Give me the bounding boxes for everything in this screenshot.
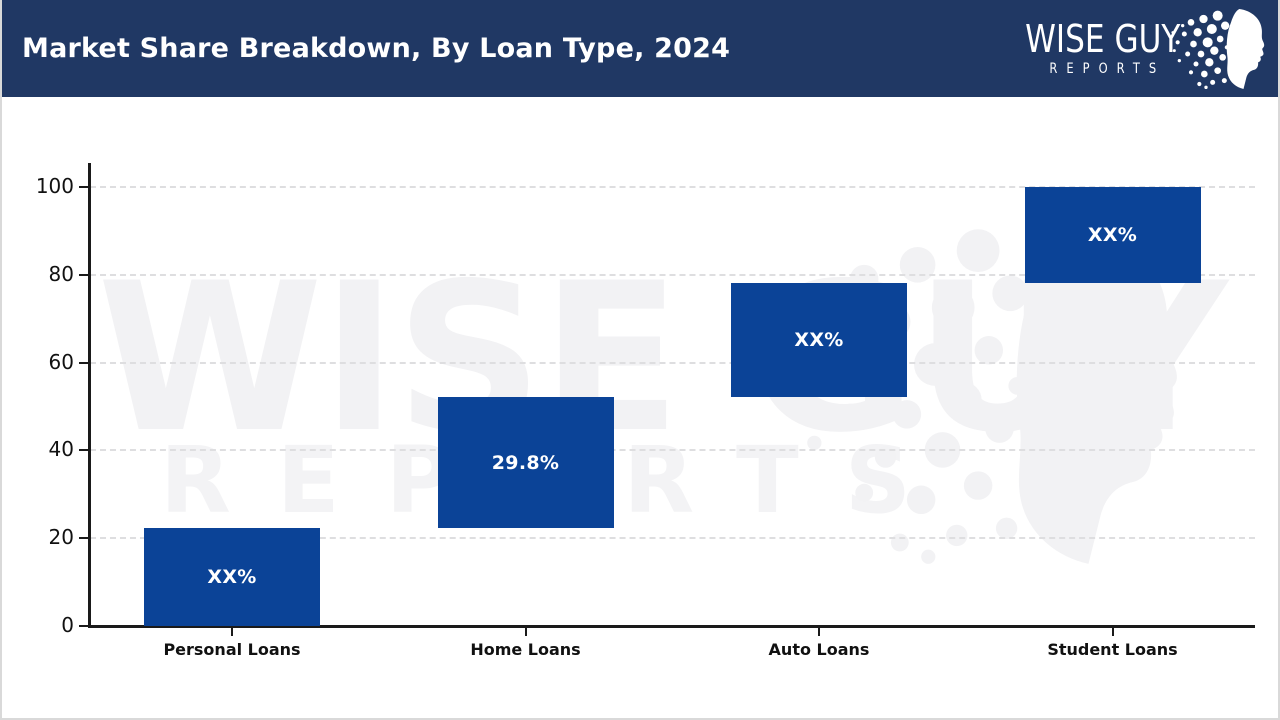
bar-value-label: XX%	[207, 566, 257, 589]
x-tick-mark	[231, 628, 233, 636]
logo-wordmark-line1: WISE GUY	[1024, 17, 1180, 61]
x-category-label: Personal Loans	[163, 640, 301, 659]
y-tick-label: 100	[35, 174, 74, 198]
bar-value-label: XX%	[1087, 223, 1138, 246]
wise-guy-face-icon	[1171, 8, 1265, 89]
y-tick-label: 60	[48, 349, 74, 374]
header-bar: Market Share Breakdown, By Loan Type, 20…	[2, 0, 1278, 97]
gridline	[90, 537, 1255, 540]
y-tick-mark	[79, 537, 89, 540]
gridline	[90, 273, 1255, 276]
gridline	[90, 361, 1255, 364]
bar-value-label: XX%	[794, 328, 844, 351]
x-category-label: Student Loans	[1047, 640, 1178, 659]
x-category-label: Auto Loans	[768, 640, 870, 659]
x-category-label: Home Loans	[470, 640, 581, 659]
x-tick-mark	[1111, 628, 1114, 636]
x-tick-mark	[524, 628, 527, 636]
y-tick-label: 0	[61, 613, 74, 637]
logo-wordmark: WISE GUY REPORTS	[1025, 20, 1180, 77]
waterfall-bar: 29.8%	[437, 397, 614, 529]
wise-guy-logo: WISE GUY REPORTS	[991, 7, 1266, 91]
y-tick-label: 80	[48, 261, 74, 286]
y-tick-label: 40	[48, 437, 74, 462]
y-axis-line	[88, 163, 91, 628]
waterfall-plot: 0 20 40 60 80 100 XX% Personal Loans 29.8% Home L…	[2, 97, 1278, 718]
y-tick-mark	[79, 361, 89, 364]
bar-value-label: 29.8%	[491, 451, 560, 474]
x-tick-mark	[818, 628, 820, 636]
waterfall-bar: XX%	[731, 282, 907, 398]
y-tick-mark	[79, 625, 89, 627]
waterfall-bar: XX%	[1024, 187, 1201, 283]
y-tick-mark	[79, 449, 89, 452]
y-tick-mark	[79, 273, 89, 276]
waterfall-bar: XX%	[144, 528, 320, 626]
y-tick-mark	[79, 186, 89, 188]
gridline	[90, 186, 1255, 188]
gridline	[90, 449, 1255, 452]
x-axis-line	[88, 625, 1255, 628]
logo-wordmark-line2: REPORTS	[1048, 61, 1165, 77]
chart-area: WISE GUY REPORTS 020406080100XX%Personal…	[2, 97, 1278, 718]
y-tick-label: 20	[48, 525, 74, 550]
chart-title: Market Share Breakdown, By Loan Type, 20…	[22, 33, 731, 64]
